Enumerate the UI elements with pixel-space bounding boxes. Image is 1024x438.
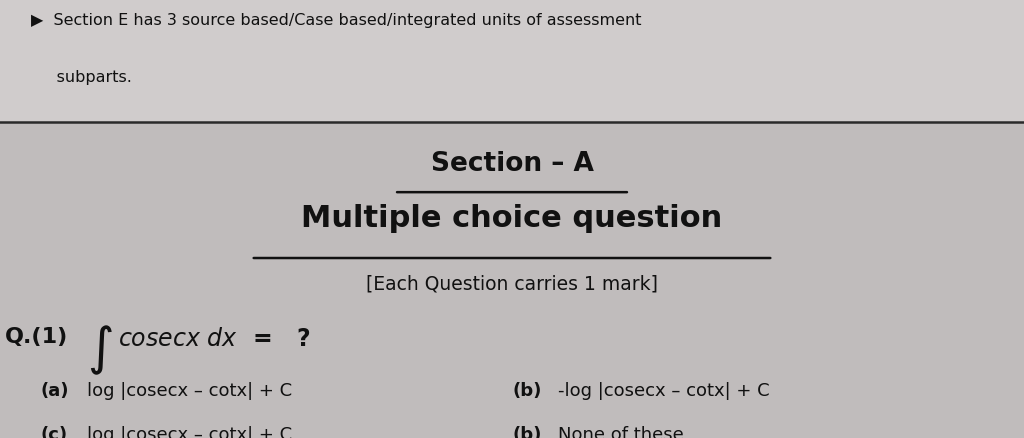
Text: Multiple choice question: Multiple choice question — [301, 204, 723, 233]
Text: $\mathit{cosecx}\ \mathit{dx}$  =   ?: $\mathit{cosecx}\ \mathit{dx}$ = ? — [118, 326, 310, 350]
Text: (b): (b) — [512, 425, 542, 438]
Text: (b): (b) — [512, 381, 542, 399]
Text: ▶  Section E has 3 source based/Case based/integrated units of assessment: ▶ Section E has 3 source based/Case base… — [31, 13, 641, 28]
Bar — [0, 0, 1024, 123]
Text: None of these: None of these — [558, 425, 684, 438]
Text: [Each Question carries 1 mark]: [Each Question carries 1 mark] — [366, 274, 658, 293]
Text: Q.(1): Q.(1) — [5, 326, 69, 346]
Text: log |cosecx – cotx| + C: log |cosecx – cotx| + C — [87, 381, 292, 399]
Text: -log |cosecx – cotx| + C: -log |cosecx – cotx| + C — [558, 381, 770, 399]
Text: (a): (a) — [41, 381, 70, 399]
Text: Section – A: Section – A — [430, 151, 594, 177]
Text: subparts.: subparts. — [31, 70, 132, 85]
Text: log |cosecx – cotx| + C: log |cosecx – cotx| + C — [87, 425, 292, 438]
Text: (c): (c) — [41, 425, 68, 438]
Text: $\int$: $\int$ — [87, 323, 113, 377]
